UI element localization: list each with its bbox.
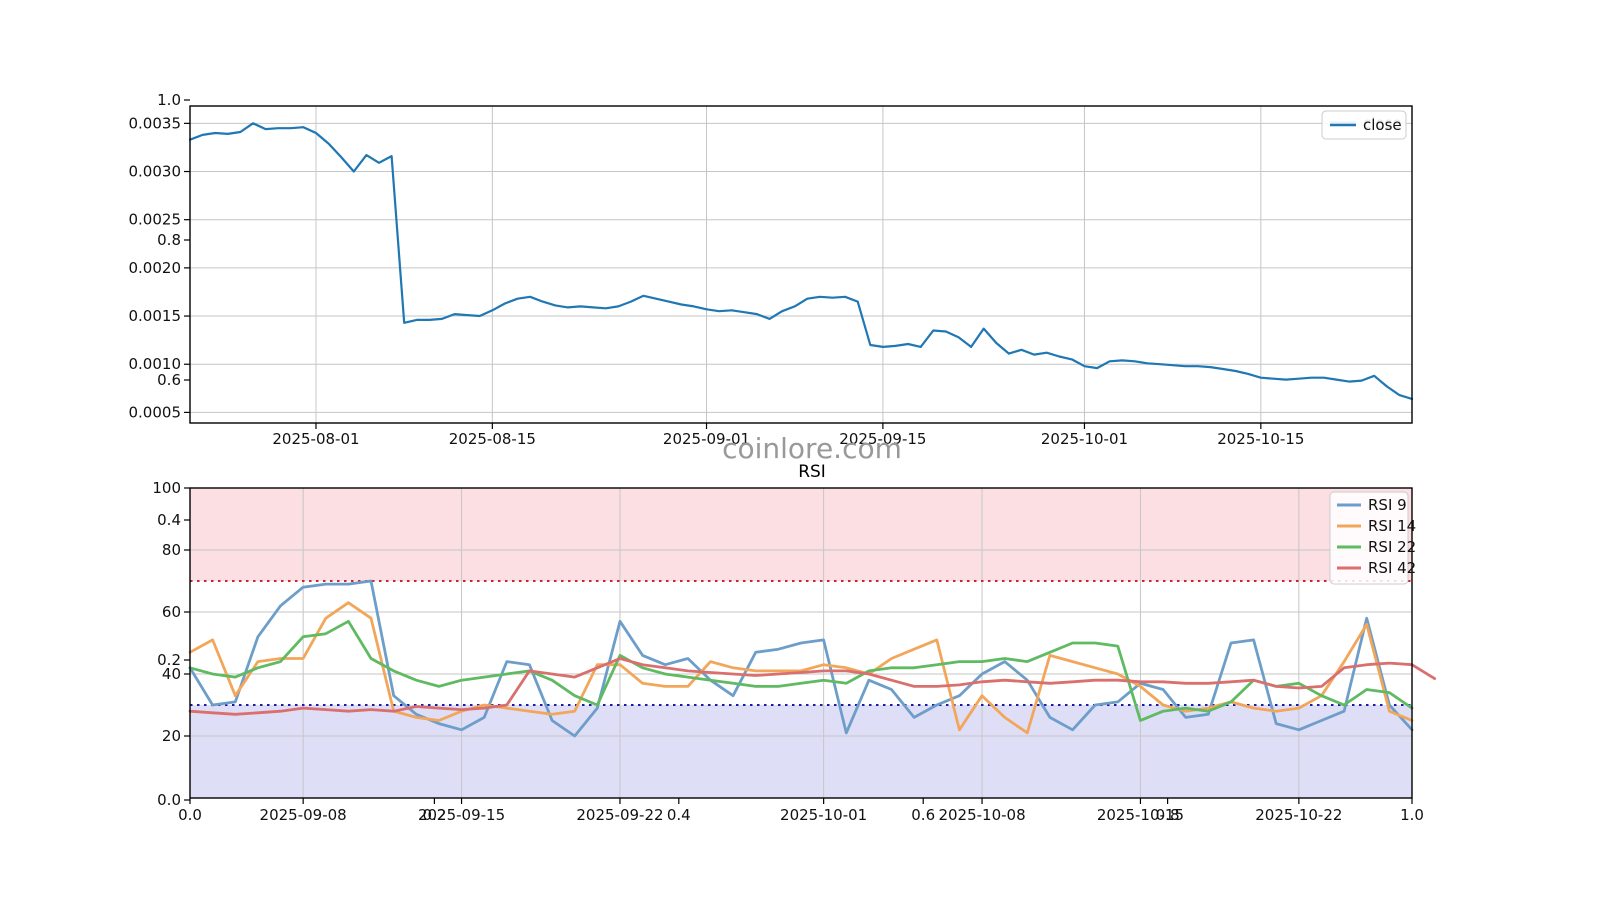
rsi-x-tick-label: 2025-09-22 (576, 806, 663, 824)
hidden-x-tick-label: 0.6 (911, 806, 935, 824)
rsi-x-tick-label: 2025-10-01 (780, 806, 867, 824)
hidden-y-tick-label: 0.8 (157, 231, 181, 249)
overbought-band (190, 488, 1412, 581)
rsi-legend: RSI 9 RSI 14 RSI 22 RSI 42 (1329, 491, 1416, 585)
price-x-tick-label: 2025-08-01 (272, 430, 359, 448)
rsi-y-tick-label: 60 (162, 603, 181, 621)
legend-label: RSI 22 (1368, 538, 1416, 556)
rsi-title: RSI (798, 462, 826, 482)
series-close (188, 122, 1414, 400)
rsi-x-tick-label: 2025-10-15 (1097, 806, 1184, 824)
rsi-y-tick-label: 100 (152, 479, 181, 497)
price-x-tick-label: 2025-08-15 (449, 430, 536, 448)
series-rsi-42 (188, 657, 1436, 716)
legend-box (1321, 110, 1407, 140)
price-x-tick-label: 2025-10-15 (1217, 430, 1304, 448)
rsi-x-tick-label: 2025-09-08 (260, 806, 347, 824)
rsi-y-tick-label: 40 (162, 665, 181, 683)
hidden-x-tick-label: 0.0 (178, 806, 202, 824)
hidden-x-tick-label: 0.8 (1156, 806, 1180, 824)
watermark: coinlore.com (722, 432, 902, 465)
price-chart: 0.0005 0.0010 0.0015 0.0020 0.0025 0.0030 0.00… (129, 91, 1414, 448)
hidden-y-tick-label: 0.6 (157, 371, 181, 389)
price-y-tick-label: 0.0005 (129, 403, 182, 421)
rsi-y-tick-label: 80 (162, 541, 181, 559)
price-y-tick-label: 0.0025 (129, 211, 182, 229)
rsi-chart: 20 40 60 80 100 0.4 0.2 0.0 2025-09-08 2025-09-15… (152, 479, 1436, 824)
rsi-x-tick-label: 2025-10-08 (938, 806, 1025, 824)
rsi-x-tick-label: 2025-10-22 (1255, 806, 1342, 824)
hidden-x-tick-label: 0.4 (667, 806, 691, 824)
hidden-y-tick-label: 0.0 (157, 791, 181, 809)
oversold-band (190, 705, 1412, 798)
rsi-y-tick-label: 20 (162, 727, 181, 745)
hidden-x-tick-label: 1.0 (1400, 806, 1424, 824)
price-y-tick-label: 0.0010 (129, 355, 182, 373)
hidden-y-tick-label: 0.2 (157, 651, 181, 669)
price-x-tick-label: 2025-09-01 (663, 430, 750, 448)
rsi-x-tick-label: 2025-09-15 (418, 806, 505, 824)
hidden-y-tick-label: 0.4 (157, 511, 181, 529)
legend-label: RSI 42 (1368, 559, 1416, 577)
price-y-tick-label: 0.0035 (129, 114, 182, 132)
legend-box (1329, 491, 1409, 585)
hidden-y-tick-label: 1.0 (157, 91, 181, 109)
rsi-plot-border (189, 487, 1413, 799)
legend-label: RSI 9 (1368, 496, 1407, 514)
price-legend: close (1321, 110, 1407, 140)
price-y-tick-label: 0.0020 (129, 259, 182, 277)
price-x-tick-label: 2025-10-01 (1041, 430, 1128, 448)
legend-label: close (1363, 116, 1402, 134)
price-y-tick-label: 0.0015 (129, 307, 182, 325)
hidden-x-tick-label: 0.2 (422, 806, 446, 824)
series-rsi-9 (188, 579, 1414, 738)
price-plot-border (189, 105, 1413, 424)
legend-label: RSI 14 (1368, 517, 1416, 535)
price-x-tick-label: 2025-09-15 (839, 430, 926, 448)
series-rsi-22 (188, 619, 1414, 722)
price-y-tick-label: 0.0030 (129, 163, 182, 181)
